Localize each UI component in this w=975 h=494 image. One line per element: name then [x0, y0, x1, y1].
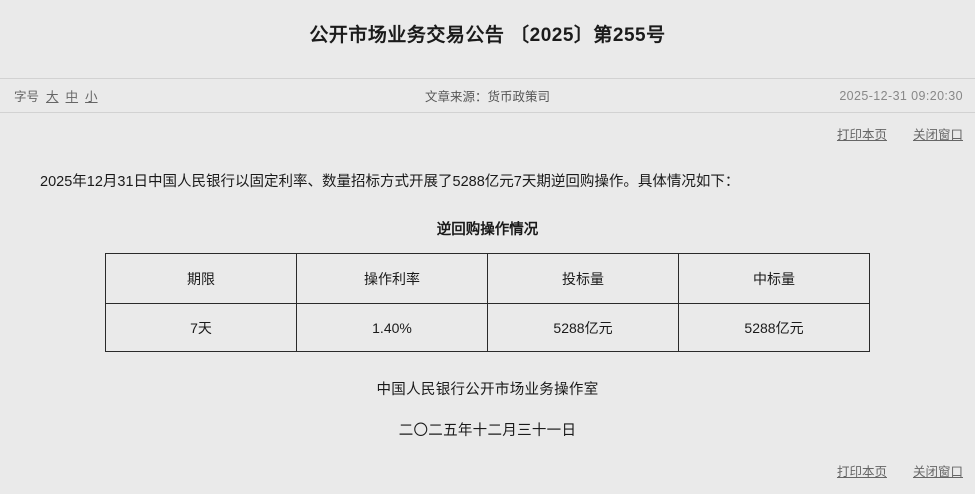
table-header-row: 期限 操作利率 投标量 中标量 [105, 253, 870, 304]
issue-date-line: 二〇二五年十二月三十一日 [398, 423, 577, 439]
close-window-link-top[interactable]: 关闭窗口 [912, 128, 963, 142]
cell-term: 7天 [105, 303, 297, 352]
table-container: 期限 操作利率 投标量 中标量 7天 1.40% 5288亿元 5288亿元 [0, 253, 975, 352]
table-caption: 逆回购操作情况 [436, 222, 539, 238]
print-page-link-bottom[interactable]: 打印本页 [836, 465, 887, 479]
reverse-repo-table: 期限 操作利率 投标量 中标量 7天 1.40% 5288亿元 5288亿元 [105, 253, 870, 352]
meta-bar: 字号 大 中 小 文章来源：货币政策司 2025-12-31 09:20:30 [0, 78, 975, 113]
close-window-link-bottom[interactable]: 关闭窗口 [912, 465, 963, 479]
table-row: 7天 1.40% 5288亿元 5288亿元 [105, 303, 870, 352]
print-page-link-top[interactable]: 打印本页 [836, 128, 887, 142]
table-header-allotment: 中标量 [678, 253, 870, 304]
font-size-small-link[interactable]: 小 [85, 90, 98, 104]
font-size-large-link[interactable]: 大 [46, 90, 59, 104]
cell-allotment: 5288亿元 [678, 303, 870, 352]
cell-rate: 1.40% [296, 303, 488, 352]
article-source-text: 文章来源：货币政策司 [424, 90, 550, 104]
font-size-medium-link[interactable]: 中 [65, 90, 79, 104]
tool-links-bottom: 打印本页 关闭窗口 [0, 461, 975, 480]
publish-timestamp: 2025-12-31 09:20:30 [839, 88, 963, 103]
article-content: 2025年12月31日中国人民银行以固定利率、数量招标方式开展了5288亿元7天… [0, 169, 975, 440]
issuer-line: 中国人民银行公开市场业务操作室 [376, 382, 599, 398]
font-size-controls: 字号 大 中 小 [14, 86, 98, 105]
article-source: 文章来源：货币政策司 [0, 86, 975, 105]
table-header-rate: 操作利率 [296, 253, 488, 304]
cell-bid: 5288亿元 [487, 303, 679, 352]
tool-links-top: 打印本页 关闭窗口 [0, 124, 975, 143]
page-title: 公开市场业务交易公告 〔2025〕第255号 [309, 25, 666, 46]
font-size-label: 字号 [14, 90, 40, 104]
table-header-term: 期限 [105, 253, 297, 304]
table-header-bid: 投标量 [487, 253, 679, 304]
article-paragraph: 2025年12月31日中国人民银行以固定利率、数量招标方式开展了5288亿元7天… [40, 174, 740, 190]
